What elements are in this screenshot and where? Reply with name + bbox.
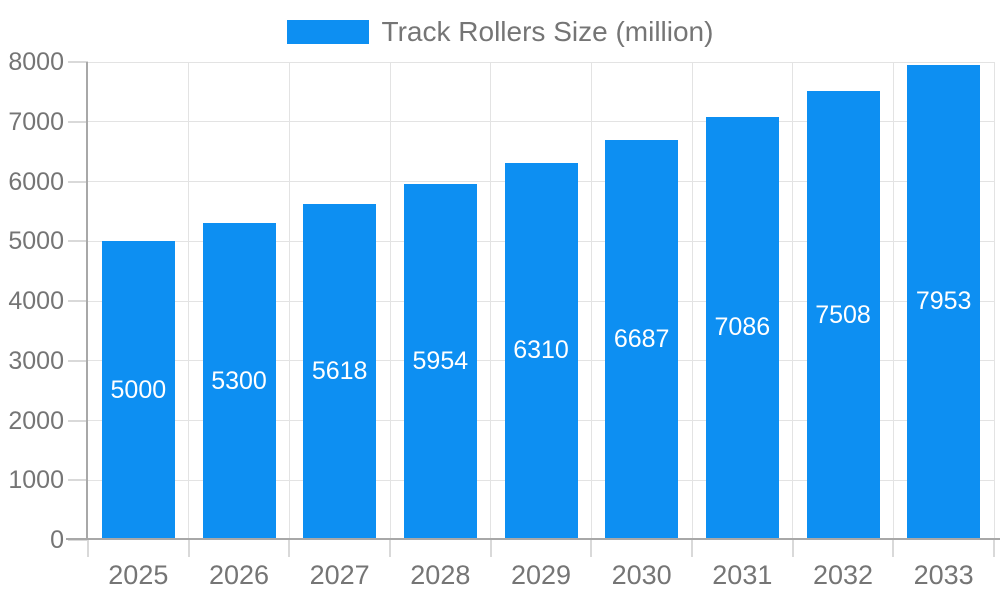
x-tick	[590, 540, 593, 557]
legend-swatch	[286, 20, 369, 44]
bar	[403, 184, 477, 538]
v-gridline	[792, 62, 794, 540]
bar-label: 5300	[211, 366, 267, 395]
x-tick-label: 2030	[611, 560, 672, 590]
bar-label: 5954	[412, 347, 469, 376]
x-tick	[187, 540, 190, 557]
bar	[101, 241, 175, 538]
x-tick-label: 2026	[208, 560, 270, 590]
v-gridline	[590, 62, 592, 540]
bar	[907, 64, 981, 538]
x-tick	[691, 540, 693, 557]
x-tick-label: 2028	[410, 560, 471, 590]
x-tick-label: 2025	[108, 560, 169, 590]
bar-label: 5000	[110, 375, 167, 404]
bar-label: 7953	[915, 287, 972, 316]
v-gridline	[490, 62, 492, 540]
y-tick-label: 4000	[8, 287, 64, 315]
y-tick	[68, 300, 88, 302]
h-gridline	[88, 121, 994, 123]
x-tick	[993, 540, 995, 557]
v-gridline	[892, 62, 894, 540]
bar	[806, 91, 880, 538]
v-gridline	[188, 62, 190, 540]
y-tick	[68, 120, 88, 123]
x-tick-label: 2029	[510, 560, 572, 590]
bar-label: 7086	[714, 313, 771, 342]
y-tick-label: 2000	[8, 406, 64, 435]
h-gridline	[88, 61, 994, 63]
x-tick	[288, 540, 291, 557]
x-tick	[892, 540, 895, 557]
y-tick	[68, 419, 88, 422]
x-tick-label: 2033	[913, 560, 974, 590]
y-tick-label: 5000	[8, 227, 64, 256]
y-tick-label: 3000	[8, 346, 64, 375]
bar-label: 7508	[815, 300, 871, 329]
bar-label: 6310	[513, 336, 569, 365]
y-axis-line	[86, 62, 88, 540]
v-gridline	[691, 62, 693, 540]
bar	[303, 204, 377, 538]
y-tick	[68, 180, 88, 183]
x-tick-label: 2032	[812, 560, 874, 590]
bar	[504, 162, 578, 538]
x-axis-line	[66, 538, 1000, 540]
y-tick-label: 6000	[8, 167, 64, 196]
y-tick	[68, 240, 88, 243]
bar-label: 6687	[613, 325, 670, 354]
v-gridline	[288, 62, 290, 540]
bar	[705, 116, 779, 538]
x-tick	[389, 540, 391, 557]
v-gridline	[993, 62, 995, 540]
y-tick	[68, 61, 88, 63]
y-tick-label: 7000	[8, 107, 64, 136]
v-gridline	[389, 62, 391, 540]
x-tick	[489, 540, 492, 557]
y-tick-label: 8000	[8, 48, 64, 76]
bar	[202, 223, 276, 538]
legend-label: Track Rollers Size (million)	[381, 16, 714, 47]
y-tick	[68, 479, 88, 482]
x-tick-label: 2027	[309, 560, 370, 590]
y-tick-label: 1000	[8, 466, 64, 495]
x-tick	[791, 540, 794, 557]
y-tick	[68, 359, 88, 362]
y-tick-label: 0	[50, 526, 64, 554]
bar-label: 5618	[311, 357, 368, 386]
x-tick	[87, 540, 89, 557]
x-tick-label: 2031	[712, 560, 773, 590]
legend: Track Rollers Size (million)	[0, 16, 1000, 48]
bar	[605, 140, 679, 538]
y-tick	[68, 539, 88, 541]
